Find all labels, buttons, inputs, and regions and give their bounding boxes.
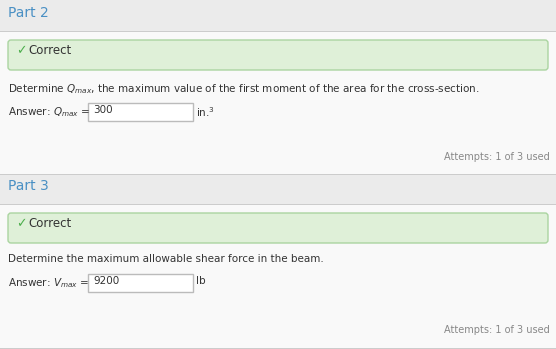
Text: Determine $Q_{max}$, the maximum value of the first moment of the area for the c: Determine $Q_{max}$, the maximum value o…: [8, 82, 479, 96]
Bar: [0, 31, 556, 32]
Text: Answer: $Q_{max}$ =: Answer: $Q_{max}$ =: [8, 105, 90, 119]
Text: lb: lb: [196, 276, 206, 286]
Bar: [0, 175, 556, 205]
Text: Part 3: Part 3: [8, 179, 49, 193]
Text: Part 2: Part 2: [8, 6, 49, 20]
Bar: [88, 103, 193, 121]
Text: Answer: $V_{max}$ =: Answer: $V_{max}$ =: [8, 276, 89, 290]
Bar: [0, 348, 556, 349]
Text: 300: 300: [93, 105, 113, 115]
Bar: [0, 174, 556, 175]
Text: Attempts: 1 of 3 used: Attempts: 1 of 3 used: [444, 325, 550, 335]
Bar: [0, 205, 556, 349]
Bar: [88, 274, 193, 292]
Text: Determine the maximum allowable shear force in the beam.: Determine the maximum allowable shear fo…: [8, 254, 324, 264]
Text: ✓: ✓: [16, 217, 27, 230]
Bar: [0, 32, 556, 175]
Bar: [0, 204, 556, 205]
FancyBboxPatch shape: [8, 40, 548, 70]
Text: ✓: ✓: [16, 44, 27, 57]
Text: Correct: Correct: [28, 217, 71, 230]
Text: Correct: Correct: [28, 44, 71, 57]
Text: 9200: 9200: [93, 276, 119, 286]
Text: in.$^3$: in.$^3$: [196, 105, 215, 119]
FancyBboxPatch shape: [8, 213, 548, 243]
Text: Attempts: 1 of 3 used: Attempts: 1 of 3 used: [444, 152, 550, 162]
Bar: [0, 0, 556, 32]
